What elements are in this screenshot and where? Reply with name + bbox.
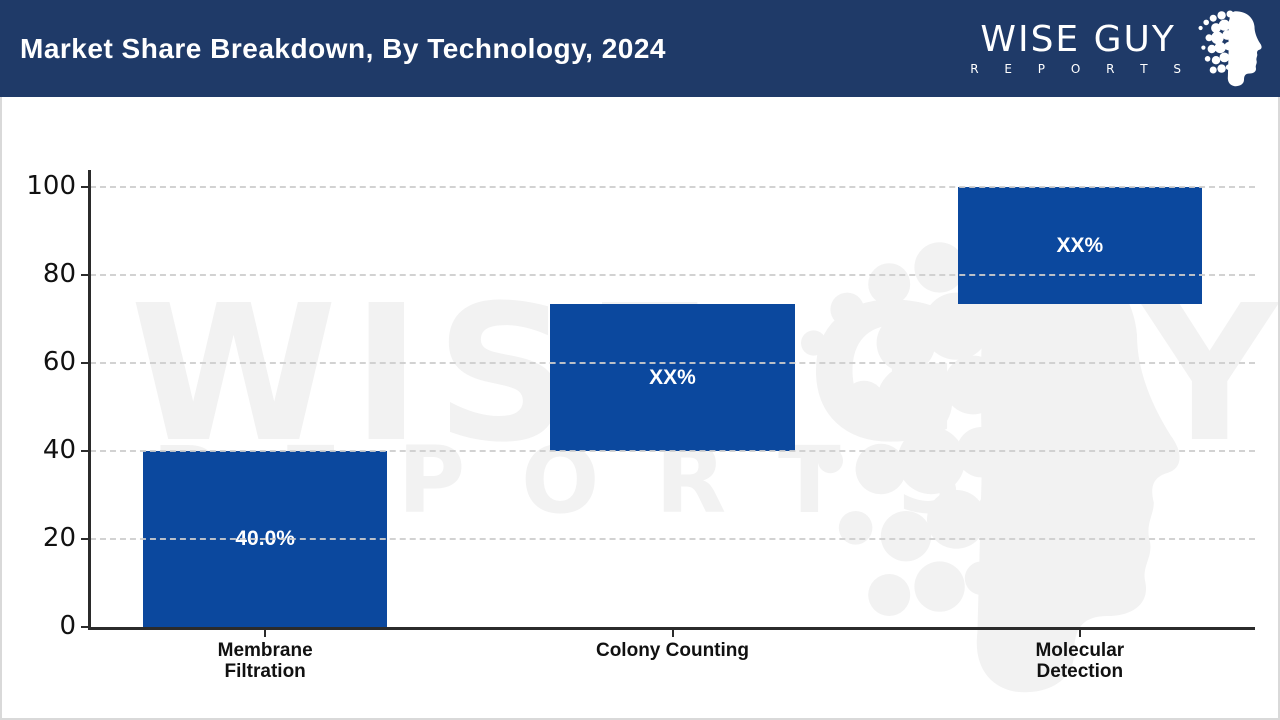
bar-value-label: XX% [1056, 233, 1104, 257]
x-category-label-1: Colony Counting [513, 640, 833, 661]
x-category-label-line: Filtration [224, 661, 306, 682]
y-tick-label-100: 100 [26, 171, 76, 201]
y-tick-label-20: 20 [42, 523, 76, 553]
gridline-100 [90, 186, 1255, 188]
y-tick-mark-40 [81, 450, 90, 452]
gridline-20 [90, 538, 1255, 540]
x-tick-mark-1 [671, 629, 674, 637]
y-tick-label-0: 0 [59, 611, 76, 641]
bar-molecular-detection: XX% [957, 187, 1203, 305]
x-tick-mark-0 [264, 629, 267, 637]
gridline-80 [90, 274, 1255, 276]
y-tick-label-80: 80 [42, 259, 76, 289]
logo-face-icon [1198, 10, 1262, 86]
wise-guy-logo: WISE GUY R E P O R T S [964, 7, 1266, 91]
x-axis-line [88, 627, 1255, 630]
y-tick-label-60: 60 [42, 347, 76, 377]
y-tick-mark-20 [81, 538, 90, 540]
header-banner: Market Share Breakdown, By Technology, 2… [0, 0, 1280, 97]
y-axis-line [88, 170, 91, 627]
x-category-label-2: Molecular Detection [920, 640, 1240, 682]
gridline-40 [90, 450, 1255, 452]
x-category-label-line: Colony Counting [595, 640, 750, 661]
x-category-label-line: Membrane [217, 640, 313, 661]
y-tick-mark-100 [81, 186, 90, 188]
logo-subtext: R E P O R T S [970, 62, 1192, 76]
y-tick-mark-0 [81, 626, 90, 628]
logo-wordmark: WISE GUY [980, 19, 1176, 60]
x-category-label-line: Detection [1036, 661, 1124, 682]
y-tick-mark-60 [81, 362, 90, 364]
logo-text: WISE GUY R E P O R T S [964, 19, 1192, 76]
chart-area: WISE GUY REPORTS 40.0%XX%XX%020406080100… [0, 97, 1280, 720]
gridline-60 [90, 362, 1255, 364]
bar-value-label: XX% [649, 365, 696, 389]
y-tick-mark-80 [81, 274, 90, 276]
x-category-label-0: Membrane Filtration [105, 640, 425, 682]
bar-colony-counting: XX% [550, 304, 795, 451]
x-tick-mark-2 [1078, 629, 1081, 637]
page-title: Market Share Breakdown, By Technology, 2… [20, 32, 667, 64]
x-category-label-line: Molecular [1035, 640, 1125, 661]
y-tick-label-40: 40 [42, 435, 76, 465]
